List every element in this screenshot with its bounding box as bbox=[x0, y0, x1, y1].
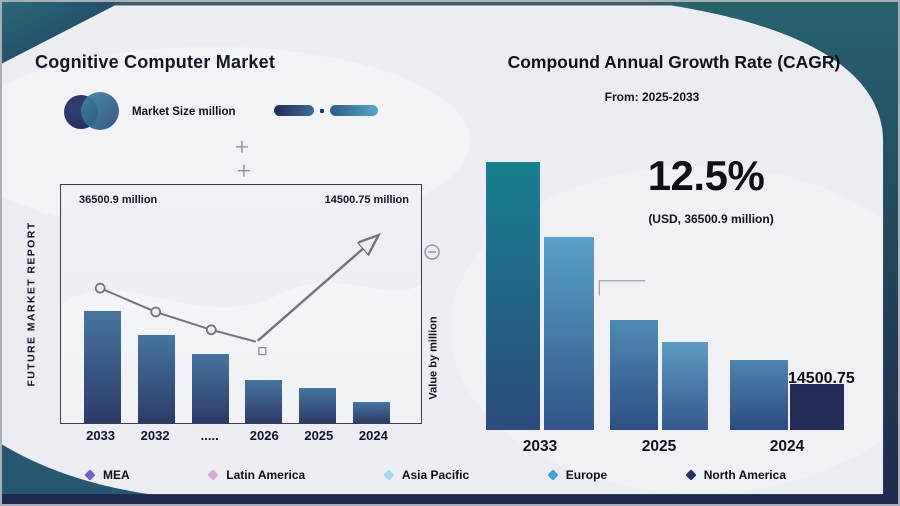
market-bar-2024 bbox=[353, 402, 391, 423]
cagr-usd-note: (USD, 36500.9 million) bbox=[648, 212, 774, 226]
gradient-pills-decoration bbox=[274, 105, 378, 116]
x-label-.....: ..... bbox=[200, 428, 219, 443]
plus-decoration-icon bbox=[235, 140, 250, 177]
legend-dot-icon bbox=[207, 469, 219, 481]
cagr-title: Compound Annual Growth Rate (CAGR) bbox=[507, 52, 841, 72]
market-bar-2026 bbox=[245, 380, 283, 423]
market-size-legend-label: Market Size million bbox=[132, 106, 236, 118]
cagr-bar-group-2025 bbox=[610, 320, 708, 430]
circle-minus-icon bbox=[424, 244, 440, 260]
x-label-2024: 2024 bbox=[358, 428, 388, 443]
legend-label: MEA bbox=[103, 468, 130, 482]
market-bar-..... bbox=[191, 354, 229, 423]
market-bar-2032 bbox=[137, 335, 175, 423]
cagr-bar-group-2024 bbox=[730, 360, 844, 430]
cagr-bar-2024-s1 bbox=[730, 360, 788, 430]
x-label-2032: 2032 bbox=[140, 428, 170, 443]
legend-dot-icon bbox=[547, 469, 559, 481]
legend-item-north-america: North America bbox=[685, 468, 786, 482]
pill-navy bbox=[274, 105, 314, 116]
legend-item-latin-america: Latin America bbox=[207, 468, 306, 482]
value-callout-2024: 14500.75 bbox=[788, 370, 855, 387]
top-edge-strip bbox=[2, 2, 679, 6]
x-label-2033: 2033 bbox=[86, 428, 116, 443]
cagr-bar-2025-s1 bbox=[610, 320, 658, 430]
bottom-strip bbox=[2, 494, 898, 504]
market-size-bars bbox=[67, 186, 407, 423]
corner-curve-bottom-left bbox=[2, 444, 231, 503]
pill-teal bbox=[330, 105, 378, 116]
cagr-percent: 12.5% bbox=[647, 152, 765, 199]
market-size-x-axis: 2033 2032..... 2026 2025 2024 bbox=[60, 428, 422, 443]
market-size-chart: 36500.9 million 14500.75 million bbox=[60, 184, 422, 424]
legend-item-mea: MEA bbox=[84, 468, 130, 482]
value-by-million-label: Value by million bbox=[428, 316, 441, 400]
cagr-bar-2024-s2 bbox=[790, 384, 844, 430]
region-legend: MEA Latin America Asia Pacific Europe North … bbox=[84, 468, 786, 482]
left-chart-title: Cognitive Computer Market bbox=[35, 52, 276, 72]
legend-label: Europe bbox=[565, 468, 608, 482]
cagr-bar-2025-s2 bbox=[662, 342, 708, 430]
value-label-2033: 36500.9 million bbox=[79, 194, 158, 206]
sphere-coin-icon bbox=[64, 92, 120, 132]
legend-label: Asia Pacific bbox=[401, 468, 470, 482]
corner-shape-top-left bbox=[2, 2, 122, 64]
right-band-shape bbox=[647, 2, 898, 504]
value-label-2024: 14500.75 million bbox=[324, 194, 409, 206]
legend-label: Latin America bbox=[226, 468, 306, 482]
cagr-x-label-2025: 2025 bbox=[641, 438, 677, 455]
market-bar-2033 bbox=[83, 311, 121, 423]
legend-dot-icon bbox=[685, 469, 697, 481]
x-label-2026: 2026 bbox=[249, 428, 279, 443]
legend-label: North America bbox=[703, 468, 786, 482]
bracket-decoration bbox=[598, 280, 646, 296]
cagr-bar-group-2033 bbox=[486, 162, 594, 430]
cagr-bar-2033-s2 bbox=[544, 237, 594, 430]
cagr-x-label-2033: 2033 bbox=[522, 438, 558, 455]
x-label-2025: 2025 bbox=[304, 428, 334, 443]
market-size-legend: Market Size million bbox=[64, 92, 236, 132]
future-market-report-label: FUTURE MARKET REPORT bbox=[26, 221, 38, 387]
legend-dot-icon bbox=[84, 469, 96, 481]
cagr-period: From: 2025-2033 bbox=[604, 90, 700, 104]
legend-dot-icon bbox=[383, 469, 395, 481]
market-bar-2025 bbox=[299, 388, 337, 423]
cagr-bar-2033-s1 bbox=[486, 162, 540, 430]
pill-dot bbox=[320, 108, 324, 113]
legend-item-asia-pacific: Asia Pacific bbox=[383, 468, 470, 482]
legend-item-europe: Europe bbox=[547, 468, 608, 482]
cagr-x-label-2024: 2024 bbox=[769, 438, 805, 455]
